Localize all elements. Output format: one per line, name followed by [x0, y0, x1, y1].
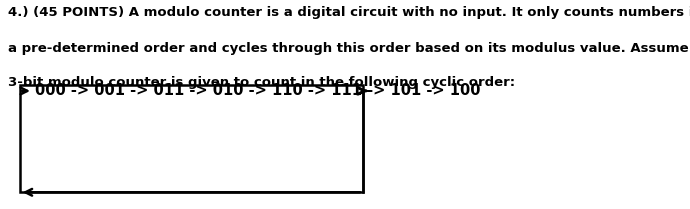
Text: 3-bit modulo counter is given to count in the following cyclic order:: 3-bit modulo counter is given to count i… [8, 76, 515, 89]
Text: 000 -> 001 -> 011 -> 010 -> 110 -> 111 -> 101 -> 100: 000 -> 001 -> 011 -> 010 -> 110 -> 111 -… [35, 83, 481, 98]
Text: 4.) (45 POINTS) A modulo counter is a digital circuit with no input. It only cou: 4.) (45 POINTS) A modulo counter is a di… [8, 6, 690, 19]
Bar [20, 85, 363, 192]
Text: a pre-determined order and cycles through this order based on its modulus value.: a pre-determined order and cycles throug… [8, 42, 690, 55]
